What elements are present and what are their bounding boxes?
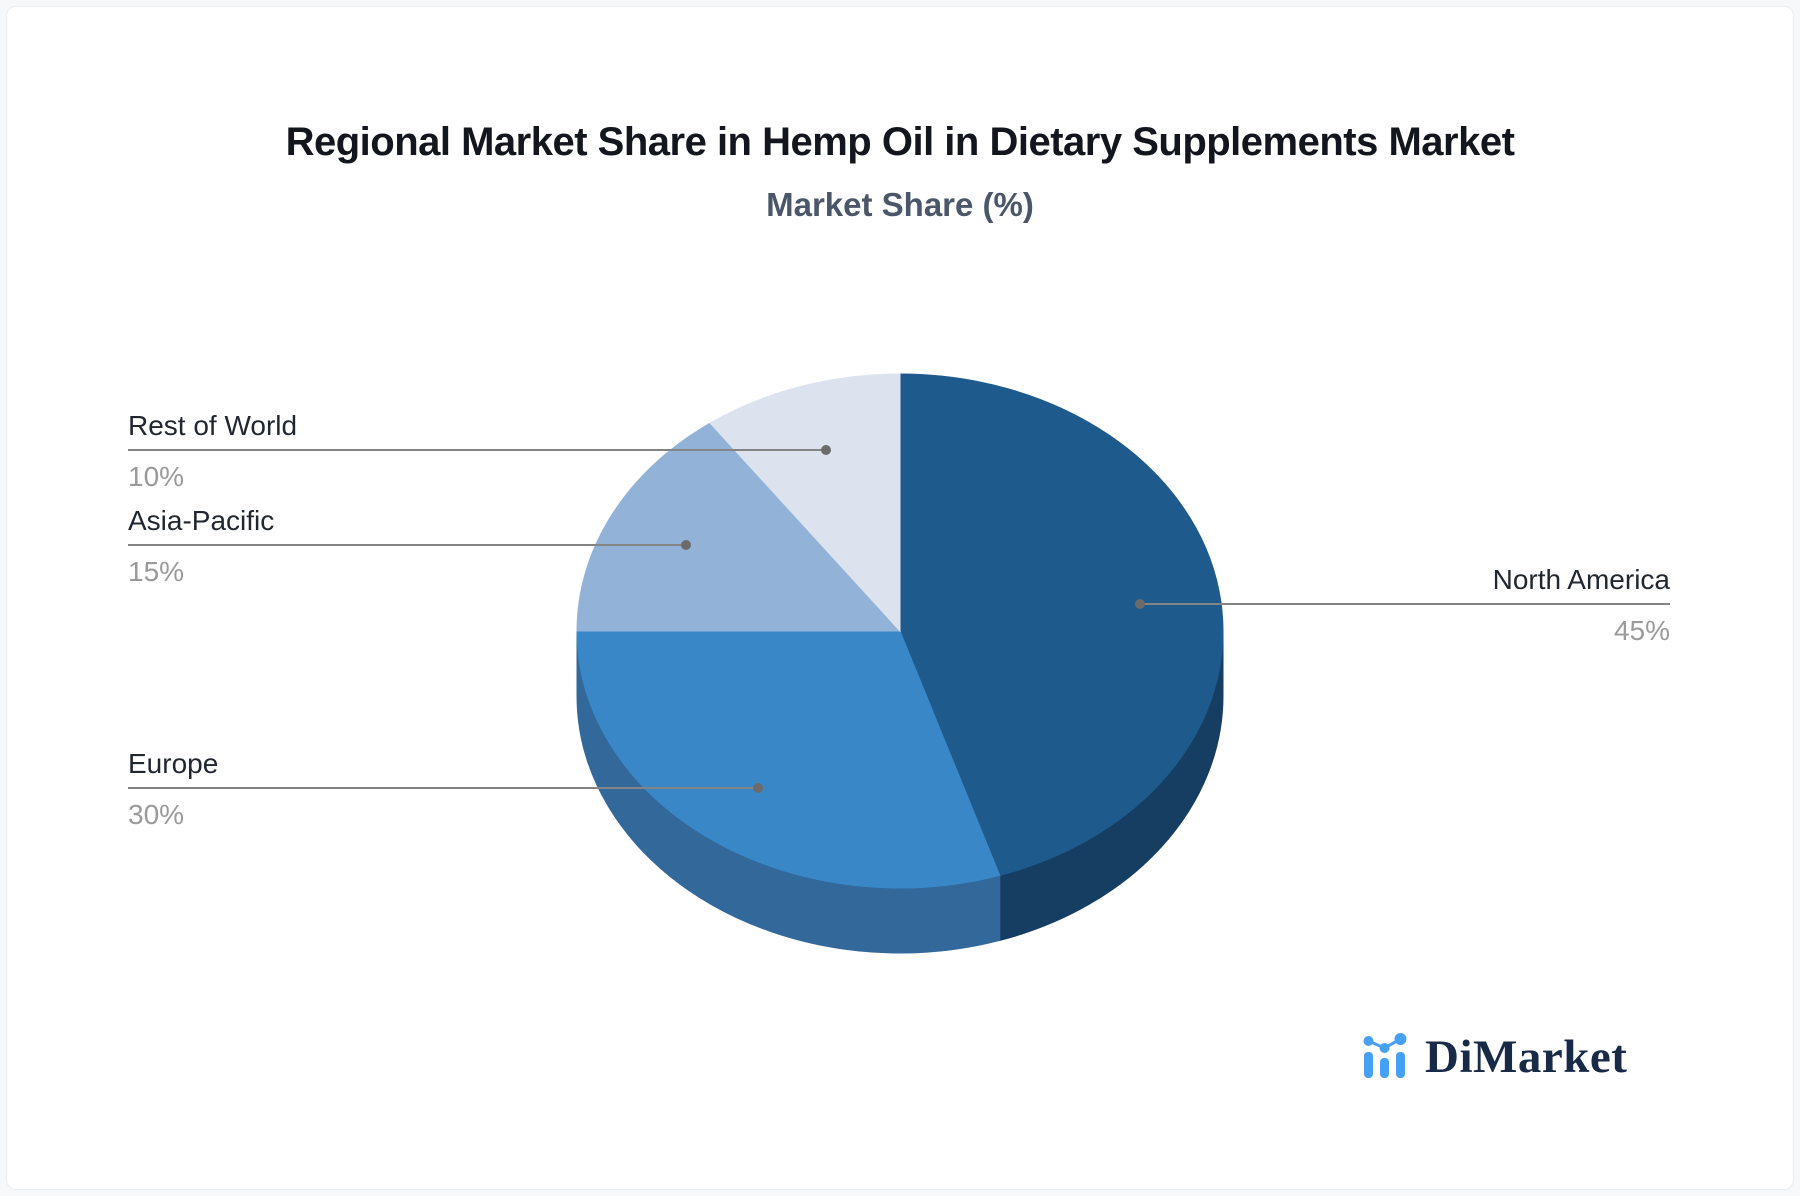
slice-value: 45%	[1613, 615, 1670, 646]
dimarket-logo-text: DiMarket	[1425, 1031, 1628, 1083]
slice-label: Asia-Pacific	[128, 505, 275, 536]
callout-rest-of-world: Rest of World 10%	[128, 409, 831, 493]
callout-europe: Europe 30%	[128, 747, 763, 831]
leader-line	[128, 445, 831, 455]
dimarket-logo: DiMarket	[1360, 1028, 1627, 1086]
slice-label: Rest of World	[128, 410, 298, 441]
pie-slice-north-america[interactable]	[899, 373, 1224, 877]
chart-subtitle: Market Share (%)	[766, 186, 1034, 223]
slice-label: North America	[1492, 564, 1670, 595]
leader-line	[128, 540, 691, 550]
leader-dot	[753, 783, 763, 793]
callout-north-america: North America 45%	[1135, 563, 1670, 647]
pie-slice-rest-of-world[interactable]	[709, 373, 901, 633]
pie-slice-europe[interactable]	[576, 630, 1001, 889]
leader-dot	[681, 540, 691, 550]
leader-dot	[1135, 599, 1145, 609]
pie-slice-asia-pacific[interactable]	[576, 422, 902, 632]
leader-line	[1135, 599, 1670, 609]
bar-line-chart-icon	[1363, 1033, 1407, 1078]
callout-asia-pacific: Asia-Pacific 15%	[128, 504, 691, 588]
leader-dot	[821, 445, 831, 455]
slice-value: 30%	[128, 799, 185, 830]
slice-value: 10%	[128, 461, 185, 492]
slice-value: 15%	[128, 556, 185, 587]
slice-label: Europe	[128, 748, 219, 779]
leader-line	[128, 783, 763, 793]
chart-title: Regional Market Share in Hemp Oil in Die…	[285, 120, 1515, 164]
